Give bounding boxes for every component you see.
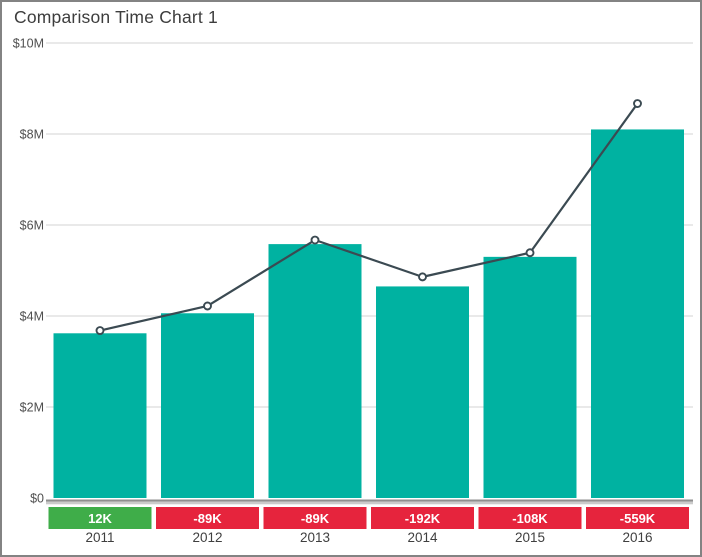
badge[interactable]: -108K [478,507,582,529]
badge-rect[interactable] [478,507,582,529]
badge-rect[interactable] [156,507,259,529]
y-tick-label: $8M [20,128,44,142]
badge-rect[interactable] [263,507,367,529]
bar[interactable] [483,256,577,498]
badge-label: -108K [512,511,548,526]
badge[interactable]: -89K [156,507,259,529]
badge-label: -89K [193,511,222,526]
badge-label: -192K [405,511,441,526]
badge[interactable]: -559K [586,507,689,529]
line-marker[interactable] [633,99,642,108]
zero-axis-line [46,499,693,502]
bar[interactable] [161,313,254,498]
year-label: 2012 [192,530,222,545]
badge[interactable]: -89K [263,507,367,529]
line-marker[interactable] [418,272,427,282]
badge[interactable]: -192K [371,507,474,529]
line-marker[interactable] [310,235,320,245]
trend-line [99,102,639,332]
badge-rect[interactable] [48,507,152,529]
y-tick-label: $4M [20,310,44,324]
badge-label: -89K [301,511,330,526]
bar[interactable] [53,333,147,498]
y-tick-label: $6M [20,219,44,233]
y-tick-label: $10M [13,37,44,51]
y-tick-label: $0 [30,492,44,506]
badge[interactable]: 12K [48,507,152,529]
y-tick-label: $2M [20,401,44,415]
line-marker[interactable] [95,326,105,336]
badge-rect[interactable] [371,507,474,529]
bar[interactable] [376,286,469,498]
chart-title: Comparison Time Chart 1 [14,7,218,27]
bar[interactable] [591,129,684,498]
badge-rect[interactable] [586,507,689,529]
line-marker[interactable] [525,248,535,258]
badge-label: 12K [88,511,112,526]
year-label: 2013 [300,530,330,545]
line-marker[interactable] [203,301,212,311]
year-label: 2015 [515,530,545,545]
year-label: 2011 [85,530,114,545]
year-label: 2014 [407,530,438,545]
year-label: 2016 [622,530,652,545]
zero-axis-shadow [46,501,693,505]
badge-label: -559K [620,511,656,526]
bar[interactable] [268,244,362,498]
